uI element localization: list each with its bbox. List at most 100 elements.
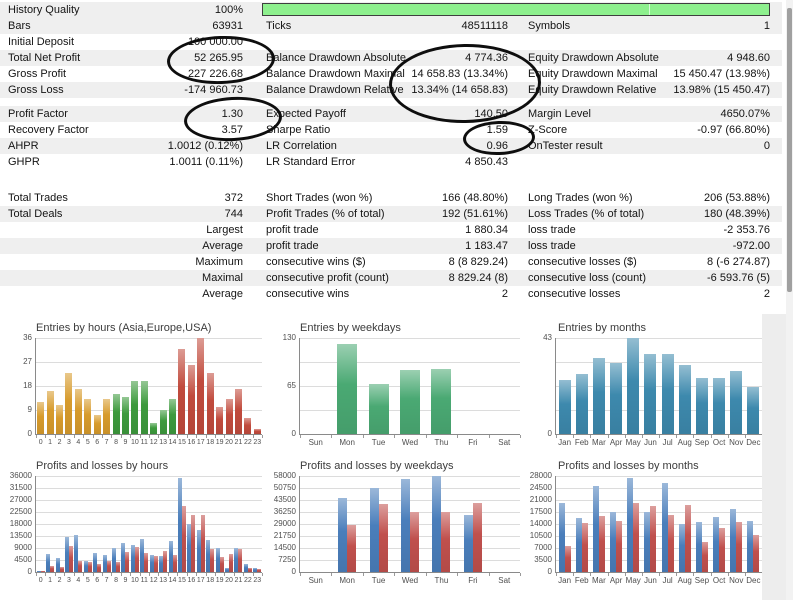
- bar-profits: [112, 548, 116, 572]
- stat-label: Total Trades: [8, 192, 68, 204]
- bar-entries: [84, 399, 91, 434]
- bar-losses: [97, 564, 101, 572]
- stat-value: 744: [224, 208, 243, 220]
- chart-y-tick-label: 9: [27, 405, 32, 414]
- stat-value: 63931: [212, 20, 243, 32]
- bar-profits: [747, 521, 753, 572]
- stat-value: 100 000.00: [187, 36, 243, 48]
- chart-x-category-label: 6: [95, 439, 100, 446]
- chart-y-axis: [555, 338, 556, 435]
- bar-losses: [257, 569, 261, 572]
- stat-value: 1: [763, 20, 770, 32]
- bar-entries: [610, 363, 622, 434]
- chart-y-tick-label: 10500: [529, 531, 552, 540]
- bar-losses: [220, 557, 224, 572]
- chart-x-category-label: Feb: [574, 576, 589, 585]
- vertical-scrollbar-track[interactable]: [786, 0, 793, 600]
- chart-y-tick-label: 21750: [273, 531, 296, 540]
- stat-label: consecutive wins ($): [266, 256, 366, 268]
- chart-gridline: [36, 500, 262, 501]
- chart-y-tick-label: 43500: [273, 495, 296, 504]
- chart-x-tick: [744, 435, 746, 438]
- bar-profits: [244, 564, 248, 572]
- chart-x-tick: [36, 435, 37, 438]
- bar-entries: [559, 380, 571, 434]
- stat-value: 140.50: [474, 108, 508, 120]
- chart-x-category-label: Sun: [308, 576, 323, 585]
- chart-y-tick-label: 130: [282, 333, 296, 342]
- stat-label: Profit Trades (% of total): [266, 208, 385, 220]
- bar-entries: [627, 338, 639, 434]
- chart-x-category-label: Jan: [558, 438, 572, 447]
- stat-value: -2 353.76: [723, 224, 770, 236]
- stat-value: Maximum: [195, 256, 243, 268]
- stat-value: -174 960.73: [184, 84, 243, 96]
- bar-entries: [47, 391, 54, 434]
- stat-value: 8 829.24 (8): [448, 272, 508, 284]
- bar-profits: [576, 518, 582, 572]
- chart-x-tick: [243, 573, 245, 576]
- chart-x-category-label: 4: [76, 577, 81, 584]
- bar-entries: [593, 358, 605, 434]
- chart-x-category-label: 14: [168, 439, 177, 446]
- chart-x-tick: [710, 435, 712, 438]
- bar-entries: [644, 354, 656, 434]
- chart-x-category-label: 9: [123, 577, 128, 584]
- chart-x-category-label: 5: [85, 439, 90, 446]
- chart-gridline: [36, 560, 262, 561]
- chart-x-category-label: Sun: [308, 438, 323, 447]
- stat-value: 1.0011 (0.11%): [169, 156, 243, 168]
- chart-x-tick: [149, 573, 150, 576]
- bar-entries: [244, 418, 251, 434]
- chart-x-tick: [120, 573, 122, 576]
- chart-x-tick: [177, 573, 179, 576]
- chart-y-axis: [299, 476, 300, 573]
- bar-entries: [150, 423, 157, 434]
- chart-x-category-label: 15: [178, 577, 186, 584]
- chart-x-tick: [624, 435, 626, 438]
- chart-title-pl-by-months: Profits and losses by months: [558, 460, 699, 472]
- chart-x-category-label: 1: [48, 577, 53, 584]
- bar-profits: [627, 478, 633, 572]
- chart-x-tick: [488, 573, 490, 576]
- chart-x-category-label: 22: [243, 577, 252, 584]
- progress-bar-seam: [649, 4, 650, 15]
- bar-losses: [685, 505, 691, 572]
- stat-row: Average consecutive wins 2 consecutive loss…: [0, 286, 782, 302]
- vertical-scrollbar-thumb[interactable]: [787, 8, 792, 292]
- stat-row: Bars 63931 Ticks 48511118 Symbols 1: [0, 18, 782, 34]
- bar-profits: [216, 548, 220, 572]
- history-quality-progress-bar: [262, 3, 770, 16]
- bar-entries: [400, 370, 420, 434]
- bar-losses: [473, 503, 482, 572]
- bar-losses: [144, 553, 148, 572]
- bar-losses: [154, 556, 158, 572]
- stat-label: Bars: [8, 20, 31, 32]
- stat-value: Average: [202, 288, 243, 300]
- chart-x-category-label: 14: [168, 577, 177, 584]
- stat-row: Average profit trade 1 183.47 loss trade -97…: [0, 238, 782, 254]
- chart-x-category-label: 11: [140, 439, 148, 446]
- chart-x-category-label: Wed: [401, 438, 419, 447]
- bar-entries: [235, 389, 242, 434]
- chart-gridline: [556, 386, 762, 387]
- bar-profits: [644, 512, 650, 572]
- bar-losses: [379, 504, 388, 572]
- bar-losses: [238, 549, 242, 572]
- bar-entries: [178, 349, 185, 434]
- bar-losses: [163, 551, 167, 572]
- chart-x-category-label: Tue: [371, 438, 386, 447]
- chart-x-tick: [243, 435, 245, 438]
- stat-row: Total Trades 372 Short Trades (won %) 166 (…: [0, 190, 782, 206]
- bar-profits: [679, 524, 685, 572]
- chart-x-tick: [425, 573, 427, 576]
- chart-y-tick-label: 13500: [9, 531, 32, 540]
- chart-x-tick: [573, 573, 575, 576]
- chart-x-category-label: 20: [225, 439, 233, 446]
- chart-x-tick: [659, 435, 660, 438]
- bar-profits: [253, 568, 257, 572]
- stat-label: profit trade: [266, 224, 319, 236]
- chart-x-tick: [111, 435, 113, 438]
- chart-x-tick: [45, 435, 47, 438]
